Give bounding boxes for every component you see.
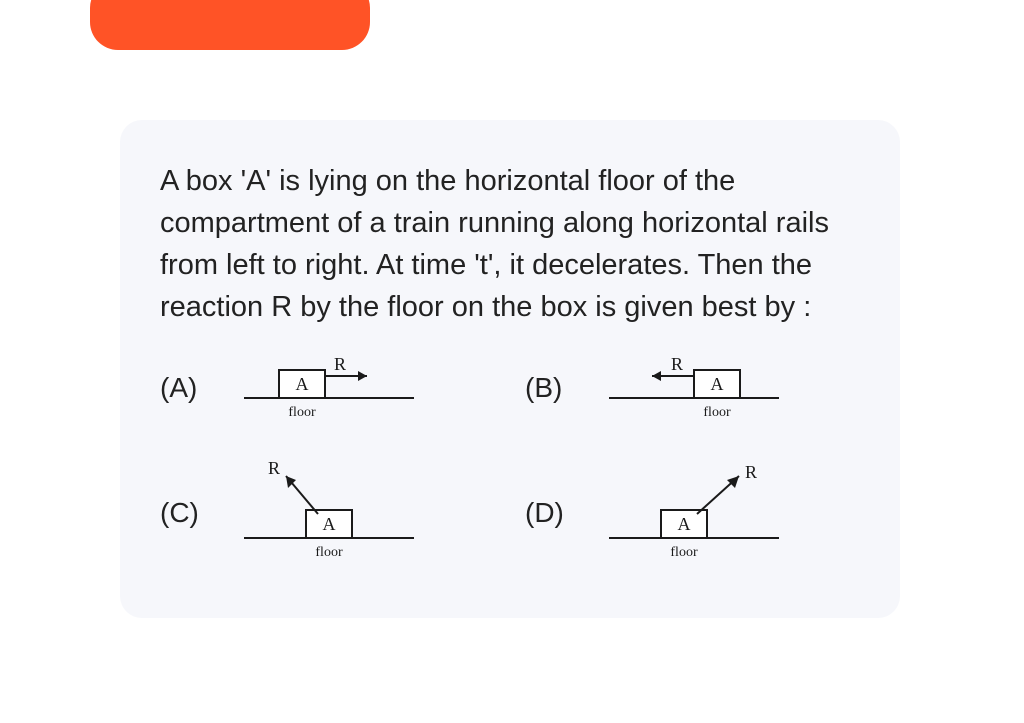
question-text: A box 'A' is lying on the horizontal flo… [160, 160, 860, 328]
question-card: A box 'A' is lying on the horizontal flo… [120, 120, 900, 618]
option-b-arrow-label: R [671, 354, 683, 374]
option-a[interactable]: (A) A R floor [160, 348, 495, 428]
option-c-diagram: A R floor [234, 458, 434, 568]
stage: A box 'A' is lying on the horizontal flo… [0, 0, 1024, 723]
option-c-floor-label: floor [315, 545, 343, 560]
option-b-label: (B) [525, 372, 585, 404]
option-d-diagram: A R floor [599, 458, 799, 568]
option-a-floor-label: floor [288, 405, 316, 420]
option-c-box-label: A [323, 514, 336, 534]
option-c-label: (C) [160, 497, 220, 529]
option-d-arrow-label: R [745, 462, 757, 482]
option-b-box-label: A [711, 374, 724, 394]
option-b[interactable]: (B) A R floor [525, 348, 860, 428]
option-a-arrow-label: R [334, 354, 346, 374]
option-c[interactable]: (C) A R floor [160, 458, 495, 568]
option-b-floor-label: floor [703, 405, 731, 420]
option-a-label: (A) [160, 372, 220, 404]
option-c-arrow-label: R [268, 458, 280, 478]
option-b-diagram: A R floor [599, 348, 799, 428]
option-d-floor-label: floor [670, 545, 698, 560]
option-d[interactable]: (D) A R floor [525, 458, 860, 568]
option-d-box-label: A [678, 514, 691, 534]
option-d-label: (D) [525, 497, 585, 529]
option-a-diagram: A R floor [234, 348, 434, 428]
options-grid: (A) A R floor [160, 348, 860, 568]
option-a-box-label: A [296, 374, 309, 394]
header-pill [90, 0, 370, 50]
